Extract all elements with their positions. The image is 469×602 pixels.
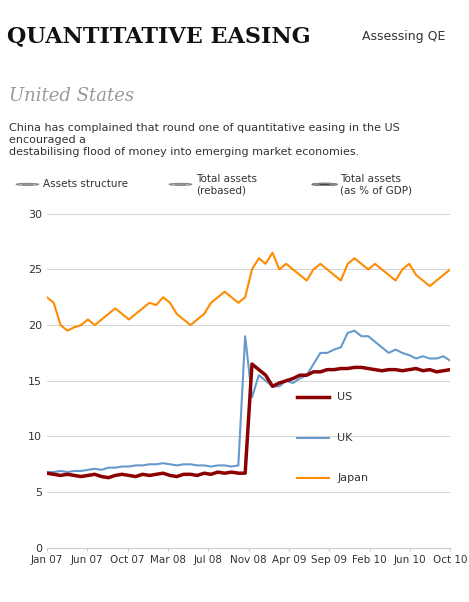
Text: Assets structure: Assets structure bbox=[43, 179, 128, 190]
Circle shape bbox=[313, 184, 336, 185]
Text: QUANTITATIVE EASING: QUANTITATIVE EASING bbox=[7, 25, 310, 47]
Text: UK: UK bbox=[337, 433, 353, 442]
Text: United States: United States bbox=[9, 87, 135, 105]
Text: US: US bbox=[337, 393, 353, 403]
Text: China has complained that round one of quantitative easing in the US encouraged : China has complained that round one of q… bbox=[9, 123, 400, 157]
Text: Japan: Japan bbox=[337, 473, 369, 483]
Text: Assessing QE: Assessing QE bbox=[362, 29, 445, 43]
Text: Total assets
(as % of GDP): Total assets (as % of GDP) bbox=[340, 173, 412, 195]
Text: Total assets
(rebased): Total assets (rebased) bbox=[196, 173, 257, 195]
Circle shape bbox=[319, 184, 330, 185]
